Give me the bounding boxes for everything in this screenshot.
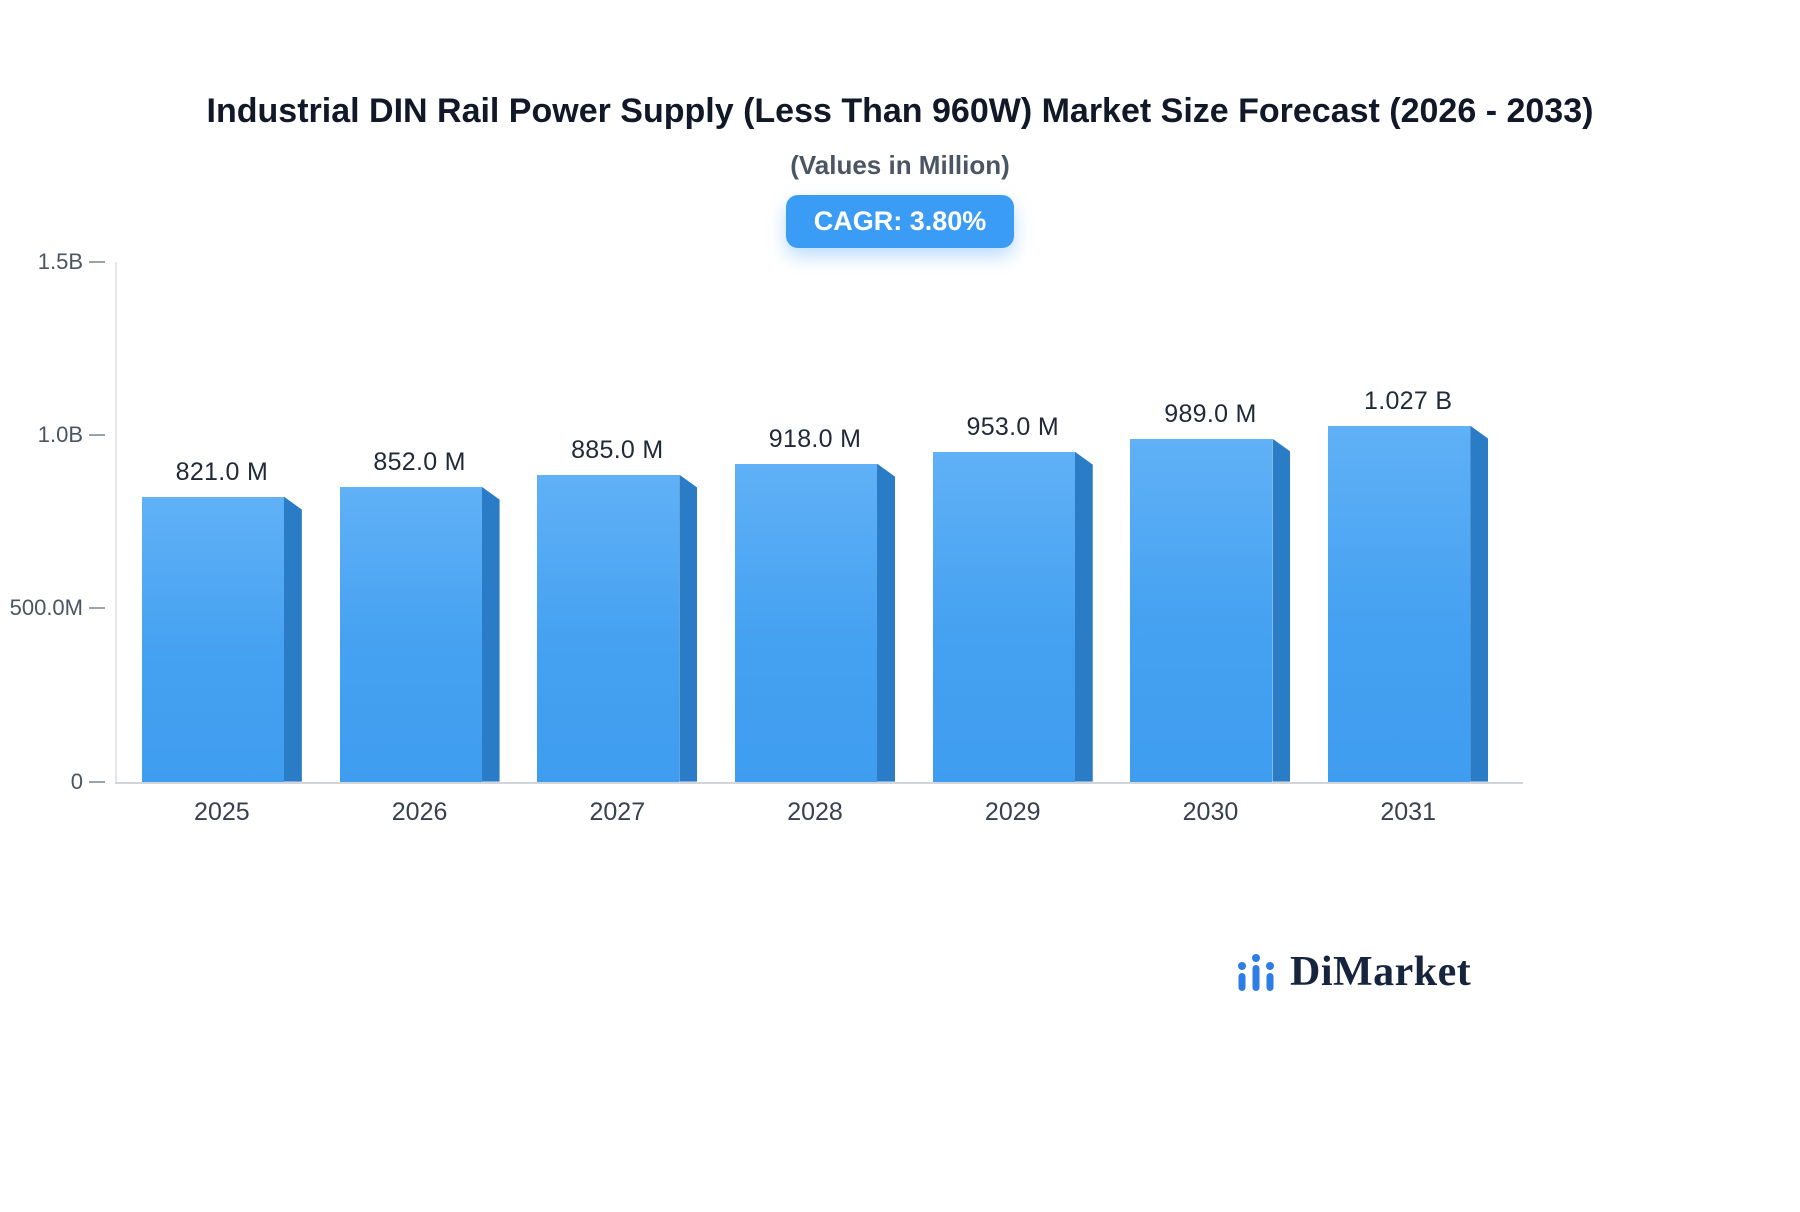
x-axis-label: 2027 — [589, 797, 646, 826]
bar-2028[interactable] — [735, 463, 896, 782]
bar-2029[interactable] — [932, 451, 1093, 782]
bar-face — [932, 451, 1075, 782]
bar-group: 821.0 M — [123, 458, 321, 782]
bar-face — [141, 496, 284, 782]
bar-face — [537, 474, 680, 782]
bar-value-label: 989.0 M — [1164, 399, 1257, 428]
bar-2026[interactable] — [339, 486, 500, 782]
y-tick-mark — [89, 260, 105, 263]
bar-group: 953.0 M — [914, 413, 1112, 782]
bar-group: 1.027 B — [1309, 387, 1507, 782]
bar-value-label: 821.0 M — [175, 457, 269, 486]
x-axis-label: 2030 — [1182, 797, 1239, 826]
bar-side — [481, 486, 500, 782]
bar-side — [1470, 425, 1489, 782]
bar-side — [283, 496, 302, 782]
bar-group: 989.0 M — [1112, 400, 1310, 782]
y-tick-mark — [89, 780, 105, 783]
y-tick-mark — [89, 607, 105, 610]
y-tick-label: 0 — [70, 768, 83, 794]
bar-side — [1074, 451, 1093, 782]
bar-value-label: 918.0 M — [768, 424, 862, 453]
bar-side — [679, 474, 698, 782]
bar-value-label: 852.0 M — [373, 447, 466, 476]
x-axis-label: 2026 — [391, 797, 448, 826]
chart-subtitle: (Values in Million) — [790, 149, 1010, 180]
bar-side — [877, 463, 896, 782]
bars: 821.0 M 852.0 M 885.0 M 918.0 M 953.0 M 989.0… — [115, 262, 1515, 782]
bar-face — [1328, 425, 1471, 782]
bar-2025[interactable] — [141, 496, 302, 782]
brand-name: DiMarket — [1290, 949, 1472, 995]
bar-value-label: 885.0 M — [571, 435, 664, 464]
bar-face — [1130, 438, 1273, 782]
bar-chart-logo-icon — [1238, 954, 1274, 991]
chart-title: Industrial DIN Rail Power Supply (Less T… — [206, 92, 1594, 130]
bar-side — [1272, 438, 1291, 782]
x-axis-label: 2028 — [787, 797, 843, 826]
x-axis-labels: 2025 2026 2027 2028 2029 2030 2031 — [115, 798, 1515, 827]
y-tick-label: 1.0B — [37, 421, 83, 447]
brand-logo: DiMarket — [1232, 948, 1471, 996]
x-axis-line — [115, 781, 1523, 784]
y-tick-label: 500.0M — [9, 595, 83, 621]
bar-group: 852.0 M — [321, 448, 519, 782]
cagr-badge: CAGR: 3.80% — [785, 194, 1015, 248]
chart-header: Industrial DIN Rail Power Supply (Less T… — [0, 0, 1800, 248]
bar-face — [339, 486, 482, 782]
y-axis-line — [115, 261, 117, 782]
y-tick-label: 1.5B — [37, 248, 83, 274]
bar-value-label: 953.0 M — [966, 412, 1059, 441]
bar-group: 918.0 M — [716, 425, 914, 782]
bar-2030[interactable] — [1130, 438, 1291, 782]
bar-2027[interactable] — [537, 474, 698, 782]
plot-area: 0 500.0M 1.0B 1.5B 821.0 M 852.0 M 885.0 M 918… — [10, 249, 1523, 794]
x-axis-label: 2031 — [1380, 797, 1436, 826]
y-tick-mark — [89, 433, 105, 436]
bar-face — [735, 463, 878, 782]
x-axis-label: 2025 — [194, 797, 250, 826]
x-axis-label: 2029 — [984, 797, 1041, 826]
bar-value-label: 1.027 B — [1364, 386, 1453, 415]
bar-group: 885.0 M — [518, 436, 716, 782]
bar-2031[interactable] — [1328, 425, 1489, 782]
